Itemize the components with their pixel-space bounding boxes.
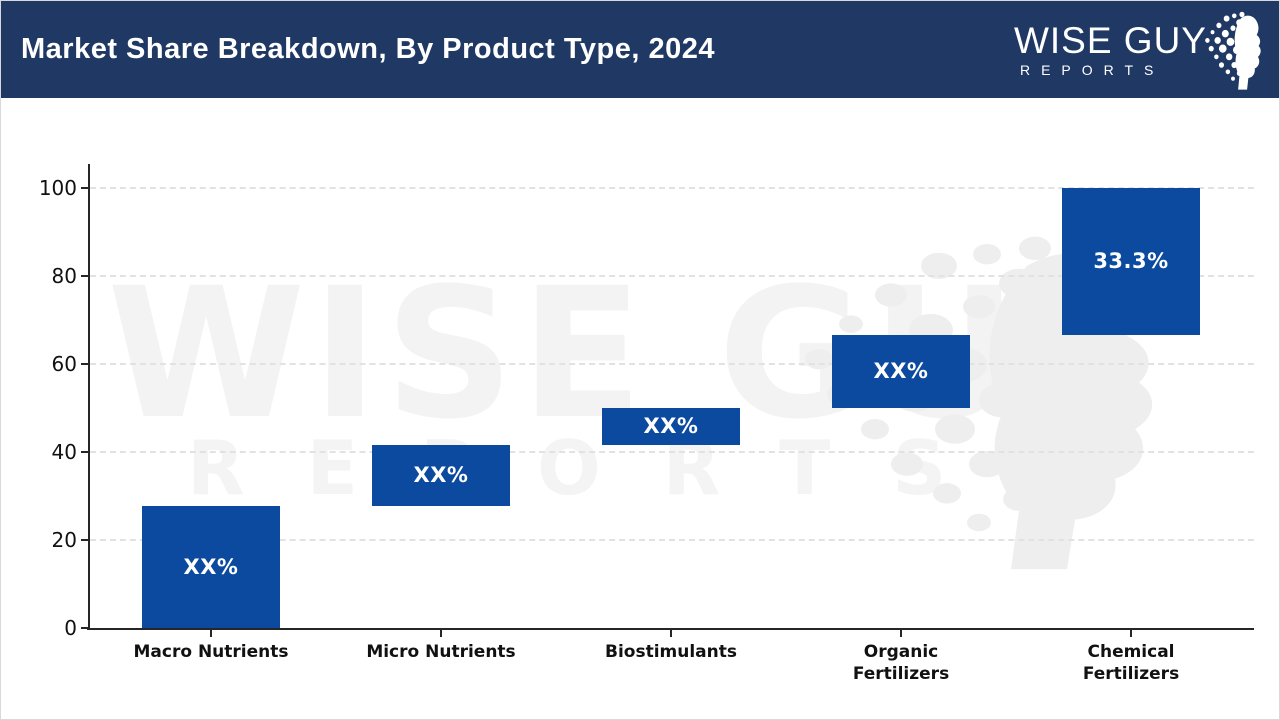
x-tick-4 bbox=[1130, 630, 1132, 637]
logo-brand-name: WISE GUY bbox=[1013, 20, 1207, 62]
x-tick-label-2: Biostimulants bbox=[605, 642, 737, 662]
bar-value-label: XX% bbox=[413, 463, 469, 488]
gridline-100 bbox=[90, 187, 1254, 189]
bar-value-label: XX% bbox=[183, 555, 239, 580]
x-tick-label-1: Micro Nutrients bbox=[366, 642, 516, 662]
header-band: Market Share Breakdown, By Product Type,… bbox=[1, 1, 1279, 98]
y-tick-label-40: 40 bbox=[51, 440, 77, 464]
gridline-60 bbox=[90, 363, 1254, 365]
y-axis-line bbox=[88, 164, 90, 630]
bar-macro-nutrients: XX% bbox=[142, 506, 280, 628]
x-tick-label-4: Chemical Fertilizers bbox=[1082, 642, 1180, 685]
bar-value-label: 33.3% bbox=[1093, 249, 1169, 274]
x-tick-0 bbox=[210, 630, 212, 637]
bar-organic-fertilizers: XX% bbox=[832, 334, 970, 408]
logo-brand-subtitle: REPORTS bbox=[1019, 61, 1165, 78]
x-tick-label-0: Macro Nutrients bbox=[133, 642, 289, 662]
y-tick-60 bbox=[81, 363, 89, 365]
bar-micro-nutrients: XX% bbox=[372, 444, 510, 507]
wiseguy-logo: WISE GUY REPORTS bbox=[1014, 7, 1265, 93]
bar-chemical-fertilizers: 33.3% bbox=[1062, 188, 1200, 335]
x-axis-line bbox=[87, 628, 1254, 630]
y-tick-label-80: 80 bbox=[51, 264, 77, 288]
logo-face-icon bbox=[1201, 9, 1265, 91]
x-tick-2 bbox=[670, 630, 672, 637]
watermark-text-line2: REPORTS bbox=[187, 424, 1009, 512]
x-tick-1 bbox=[440, 630, 442, 637]
bar-value-label: XX% bbox=[873, 359, 929, 384]
bar-value-label: XX% bbox=[643, 414, 699, 439]
gridline-40 bbox=[90, 451, 1254, 453]
chart-title: Market Share Breakdown, By Product Type,… bbox=[21, 33, 716, 65]
y-tick-0 bbox=[81, 627, 89, 629]
y-tick-label-100: 100 bbox=[38, 176, 77, 200]
y-tick-label-60: 60 bbox=[51, 352, 77, 376]
y-tick-label-20: 20 bbox=[51, 528, 77, 552]
y-tick-label-0: 0 bbox=[64, 616, 77, 640]
y-tick-40 bbox=[81, 451, 89, 453]
x-tick-3 bbox=[900, 630, 902, 637]
gridline-20 bbox=[90, 539, 1254, 541]
x-tick-label-3: Organic Fertilizers bbox=[852, 642, 950, 685]
y-tick-100 bbox=[81, 187, 89, 189]
y-tick-80 bbox=[81, 275, 89, 277]
logo-text: WISE GUY REPORTS bbox=[1013, 20, 1207, 78]
bar-biostimulants: XX% bbox=[602, 408, 740, 445]
y-tick-20 bbox=[81, 539, 89, 541]
gridline-80 bbox=[90, 275, 1254, 277]
